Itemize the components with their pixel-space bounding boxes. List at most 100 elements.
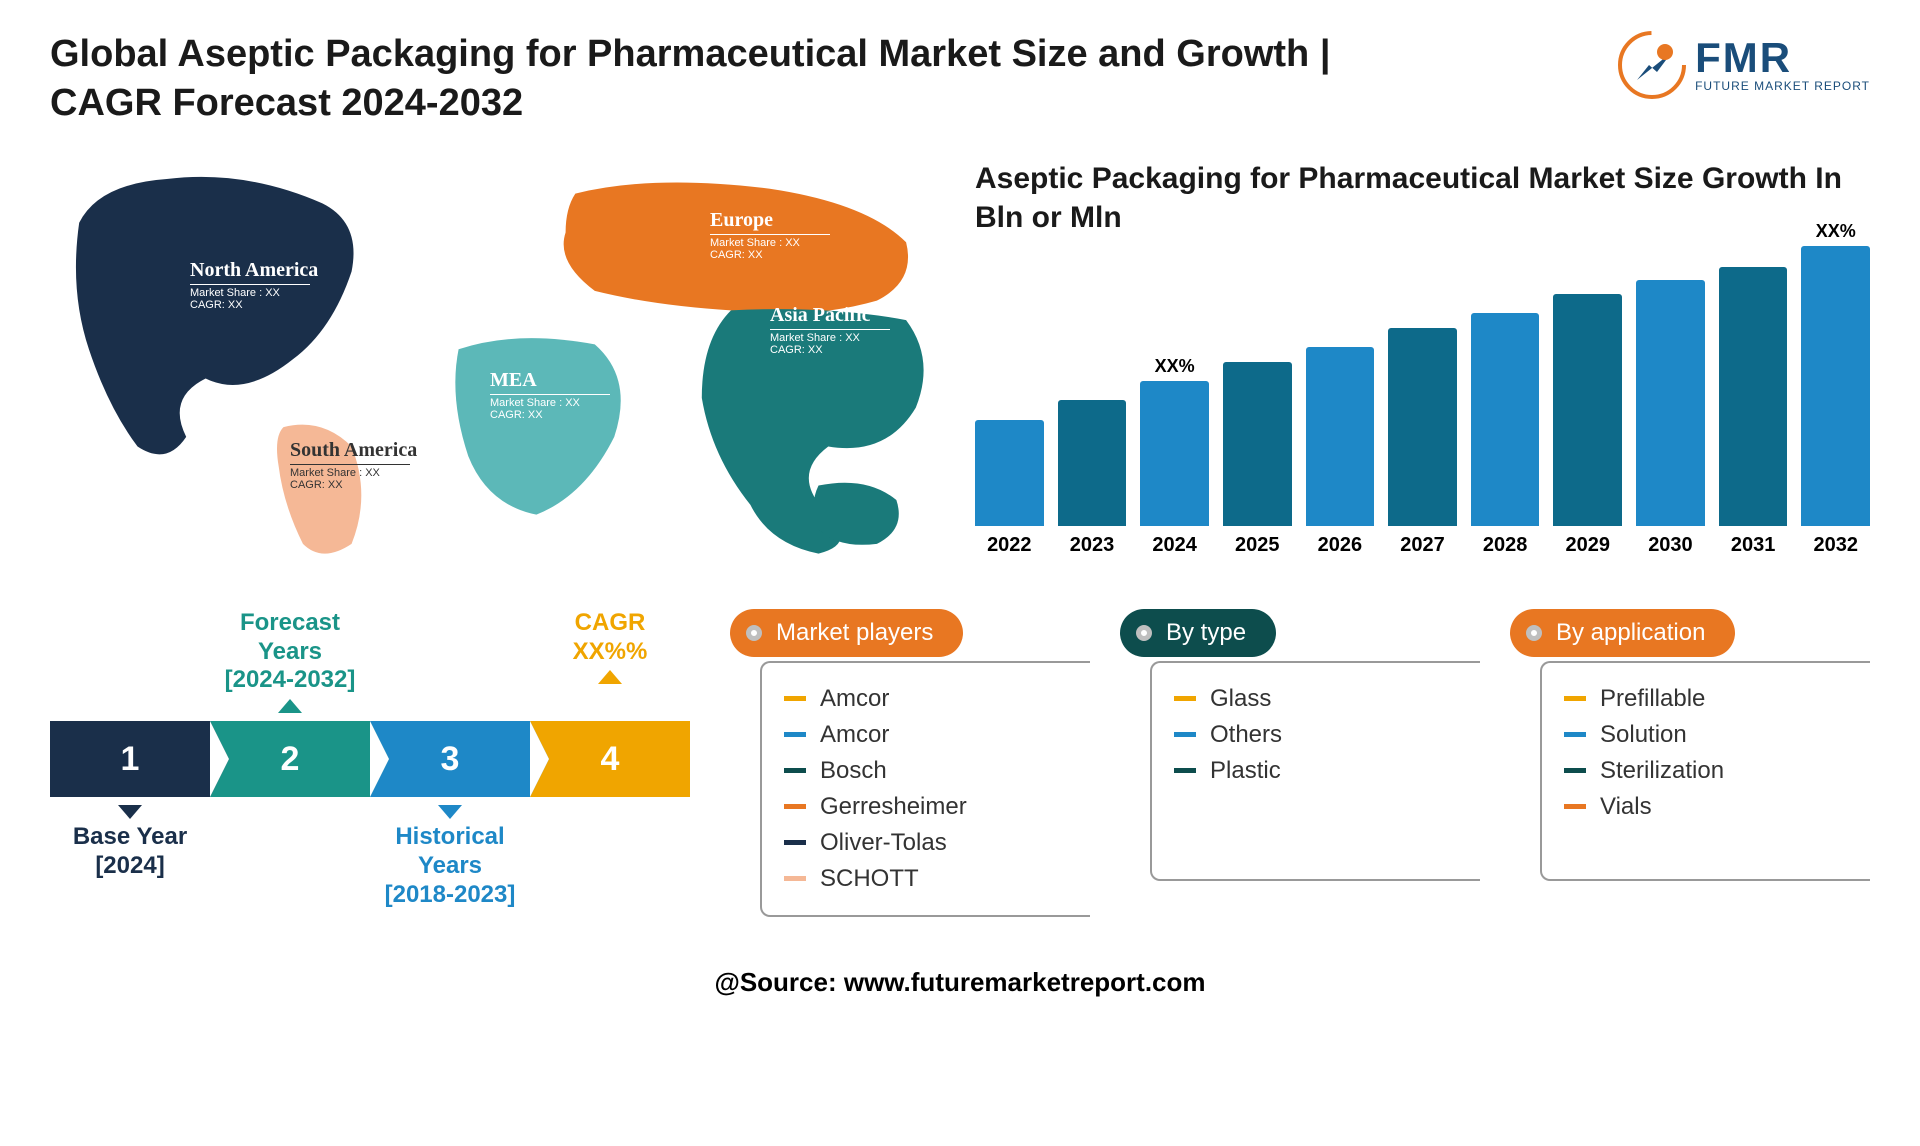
region-australia: [814, 482, 899, 544]
bullet-icon: [1564, 768, 1586, 773]
category-item: Gerresheimer: [784, 789, 1080, 825]
category-label: Market players: [776, 619, 933, 647]
bar-rect: [1636, 280, 1705, 526]
region-north-america: [76, 177, 354, 454]
timeline-label-historical-years: Historical Years[2018-2023]: [370, 823, 530, 909]
bullet-icon: [1174, 696, 1196, 701]
region-share: Market Share : XX: [710, 237, 830, 249]
category-header: Market players: [730, 609, 963, 657]
region-share: Market Share : XX: [290, 467, 417, 479]
bar-year-label: 2032: [1813, 534, 1858, 557]
bar-rect: [1223, 362, 1292, 526]
bar-annotation: XX%: [1816, 221, 1856, 242]
region-name: North America: [190, 259, 318, 282]
category-list: PrefillableSolution Sterilization Vials: [1564, 681, 1860, 825]
bar-rect: [1058, 400, 1127, 526]
category-item: SCHOTT: [784, 861, 1080, 897]
dot-icon: [1526, 625, 1542, 641]
arrow-down-icon: [438, 805, 462, 819]
bullet-icon: [784, 840, 806, 845]
bar-year-label: 2029: [1566, 534, 1611, 557]
category-item-text: Oliver-Tolas: [820, 829, 947, 857]
category-item: Sterilization: [1564, 753, 1860, 789]
region-cagr: CAGR: XX: [490, 409, 610, 421]
category-item: Amcor: [784, 681, 1080, 717]
region-label-south-america: South America Market Share : XX CAGR: XX: [290, 439, 417, 491]
timeline: Forecast Years[2024-2032] CAGRXX%% 1234 …: [50, 609, 690, 917]
region-name: Europe: [710, 209, 830, 232]
category-item-text: Amcor: [820, 721, 889, 749]
bar-rect: [1801, 246, 1870, 526]
bar-2022: 2022: [975, 420, 1044, 557]
region-label-europe: Europe Market Share : XX CAGR: XX: [710, 209, 830, 261]
bar-year-label: 2031: [1731, 534, 1776, 557]
dot-icon: [746, 625, 762, 641]
bullet-icon: [784, 768, 806, 773]
bar-year-label: 2022: [987, 534, 1032, 557]
bar-year-label: 2023: [1070, 534, 1115, 557]
category-item: Glass: [1174, 681, 1470, 717]
world-map: North America Market Share : XX CAGR: XX…: [50, 149, 945, 569]
category-item-text: Amcor: [820, 685, 889, 713]
region-mea: [455, 338, 620, 514]
region-name: Asia Pacific: [770, 304, 890, 327]
region-cagr: CAGR: XX: [290, 479, 417, 491]
chevron-right-icon: [370, 721, 389, 797]
bar-year-label: 2028: [1483, 534, 1528, 557]
bullet-icon: [784, 804, 806, 809]
category-item: Others: [1174, 717, 1470, 753]
region-label-asia-pacific: Asia Pacific Market Share : XX CAGR: XX: [770, 304, 890, 356]
bar-chart-section: Aseptic Packaging for Pharmaceutical Mar…: [975, 149, 1870, 569]
bullet-icon: [1174, 732, 1196, 737]
bar-annotation: XX%: [1155, 356, 1195, 377]
category-market-players: Market players Amcor Amcor BoschGerresheim…: [730, 609, 1090, 917]
logo-icon: [1617, 30, 1687, 100]
category-item-text: Vials: [1600, 793, 1652, 821]
timeline-segment-1: 1: [50, 721, 210, 797]
region-share: Market Share : XX: [770, 332, 890, 344]
main-row: North America Market Share : XX CAGR: XX…: [50, 149, 1870, 569]
bullet-icon: [1564, 804, 1586, 809]
arrow-down-icon: [118, 805, 142, 819]
category-item-text: Sterilization: [1600, 757, 1724, 785]
region-share: Market Share : XX: [190, 287, 318, 299]
bullet-icon: [784, 696, 806, 701]
bar-rect: [1471, 313, 1540, 525]
bar-2026: 2026: [1306, 347, 1375, 557]
bar-rect: [1388, 328, 1457, 526]
category-bracket: Amcor Amcor BoschGerresheimer Oliver-Tolas S…: [760, 661, 1090, 917]
bullet-icon: [784, 732, 806, 737]
category-bracket: GlassOthersPlastic: [1150, 661, 1480, 881]
category-item-text: SCHOTT: [820, 865, 919, 893]
bar-2029: 2029: [1553, 294, 1622, 557]
category-item-text: Glass: [1210, 685, 1271, 713]
bar-rect: [1140, 381, 1209, 526]
category-label: By type: [1166, 619, 1246, 647]
logo: FMR FUTURE MARKET REPORT: [1617, 30, 1870, 100]
timeline-label-forecast-years: Forecast Years[2024-2032]: [210, 609, 370, 695]
source-attribution: @Source: www.futuremarketreport.com: [50, 967, 1870, 998]
category-item-text: Others: [1210, 721, 1282, 749]
bar-rect: [1719, 267, 1788, 526]
bar-year-label: 2027: [1400, 534, 1445, 557]
bar-2030: 2030: [1636, 280, 1705, 557]
page-title: Global Aseptic Packaging for Pharmaceuti…: [50, 30, 1450, 129]
category-list: Amcor Amcor BoschGerresheimer Oliver-Tolas S…: [784, 681, 1080, 897]
category-item: Prefillable: [1564, 681, 1860, 717]
bar-2028: 2028: [1471, 313, 1540, 556]
category-item: Solution: [1564, 717, 1860, 753]
category-by-type: By type GlassOthersPlastic: [1120, 609, 1480, 917]
bar-year-label: 2026: [1318, 534, 1363, 557]
category-item: Bosch: [784, 753, 1080, 789]
timeline-segment-2: 2: [210, 721, 370, 797]
timeline-bar: 1234: [50, 721, 690, 797]
region-label-mea: MEA Market Share : XX CAGR: XX: [490, 369, 610, 421]
logo-text: FMR FUTURE MARKET REPORT: [1695, 37, 1870, 93]
chevron-right-icon: [210, 721, 229, 797]
category-item: Oliver-Tolas: [784, 825, 1080, 861]
bottom-row: Forecast Years[2024-2032] CAGRXX%% 1234 …: [50, 609, 1870, 917]
category-header: By application: [1510, 609, 1735, 657]
bar-2023: 2023: [1058, 400, 1127, 557]
bar-rect: [975, 420, 1044, 526]
region-cagr: CAGR: XX: [770, 344, 890, 356]
